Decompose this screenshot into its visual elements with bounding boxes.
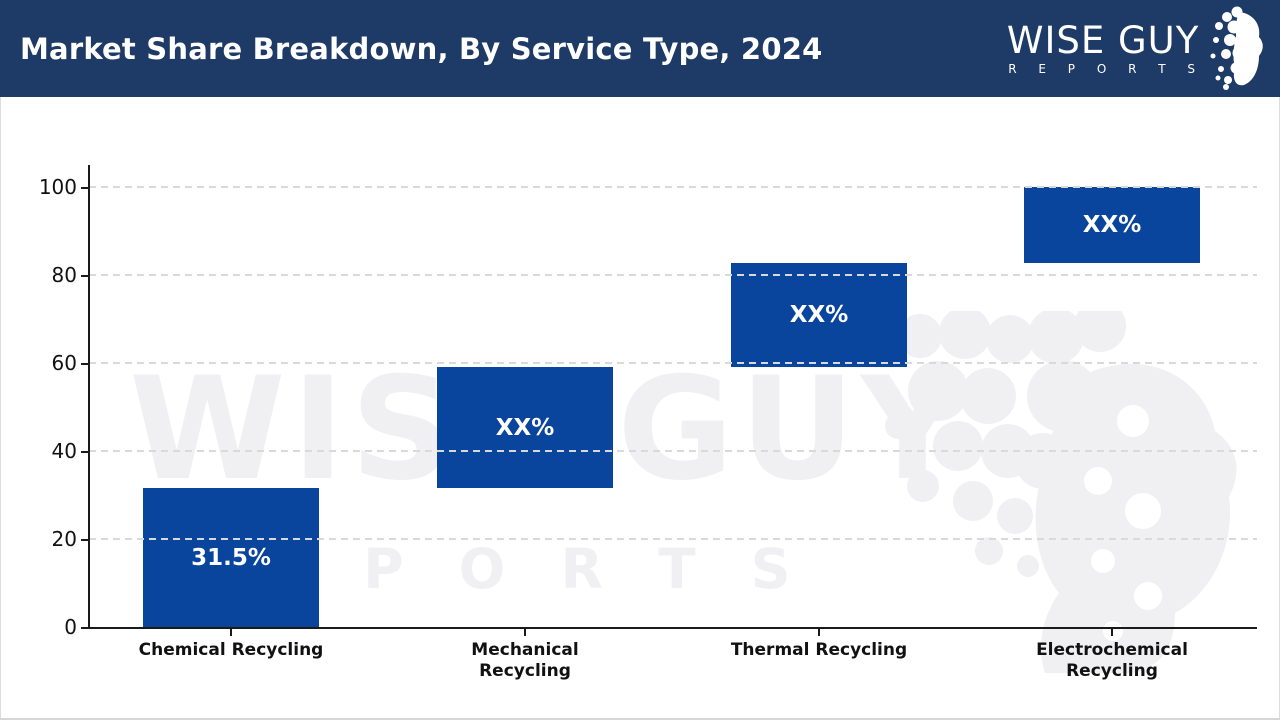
- gridline-20: [89, 538, 1257, 540]
- chart-title: Market Share Breakdown, By Service Type,…: [20, 31, 823, 66]
- bar-electrochemical-recycling: XX%: [1024, 187, 1200, 264]
- bar-value-label: XX%: [789, 302, 849, 329]
- y-tick-label-0: 0: [64, 615, 77, 639]
- x-category-label-line: Mechanical: [471, 640, 579, 660]
- x-category-label-line: Electrochemical: [1036, 640, 1188, 660]
- x-axis: [88, 627, 1257, 629]
- y-tick-label-40: 40: [51, 439, 77, 463]
- y-tick-80: [81, 274, 88, 277]
- header: Market Share Breakdown, By Service Type,…: [0, 0, 1280, 97]
- y-axis: [88, 165, 90, 629]
- x-category-label: Thermal Recycling: [709, 640, 929, 661]
- wiseguy-head-logo-icon: [1210, 6, 1263, 90]
- x-category-label-line: Recycling: [1066, 661, 1158, 681]
- x-tick-2: [524, 629, 526, 636]
- wiseguy-head-watermark-icon: [861, 311, 1237, 673]
- wiseguy-logo-text: WISE GUY R E P O R T S: [1002, 18, 1204, 76]
- bar-value-label: XX%: [495, 414, 555, 441]
- y-tick-40: [81, 450, 88, 453]
- bar-chemical-recycling: 31.5%: [143, 488, 319, 627]
- bar-thermal-recycling: XX%: [731, 263, 907, 368]
- y-tick-label-60: 60: [51, 351, 77, 375]
- x-category-label-line: Thermal Recycling: [730, 640, 908, 660]
- wiseguy-logo: WISE GUY R E P O R T S: [1002, 0, 1268, 97]
- x-tick-4: [1111, 629, 1113, 636]
- y-tick-60: [81, 362, 88, 365]
- x-tick-3: [818, 629, 820, 636]
- y-tick-label-100: 100: [38, 175, 77, 199]
- y-tick-label-20: 20: [51, 527, 77, 551]
- x-category-label-line: Recycling: [479, 661, 571, 681]
- logo-wiseguy-label: WISE GUY: [1006, 18, 1200, 62]
- x-tick-1: [230, 629, 232, 636]
- x-category-label: Chemical Recycling: [121, 640, 341, 661]
- bar-mechanical-recycling: XX%: [437, 367, 613, 489]
- x-category-label-line: Chemical Recycling: [138, 640, 324, 660]
- gridline-80: [89, 274, 1257, 276]
- y-tick-100: [81, 186, 88, 189]
- bar-value-label: 31.5%: [191, 544, 271, 571]
- y-tick-20: [81, 538, 88, 541]
- gridline-40: [89, 450, 1257, 452]
- chart-canvas: WISE GUY R E P O R T S 31.5% XX% XX% XX% 0 20…: [0, 97, 1280, 718]
- x-category-label: Electrochemical Recycling: [1002, 640, 1222, 682]
- bar-value-label: XX%: [1082, 212, 1142, 239]
- gridline-60: [89, 362, 1257, 364]
- y-tick-label-80: 80: [51, 263, 77, 287]
- bottom-border: [0, 718, 1280, 720]
- y-tick-0: [81, 626, 88, 629]
- logo-reports-label: R E P O R T S: [1008, 61, 1204, 76]
- gridline-100: [89, 186, 1257, 188]
- x-category-label: Mechanical Recycling: [415, 640, 635, 682]
